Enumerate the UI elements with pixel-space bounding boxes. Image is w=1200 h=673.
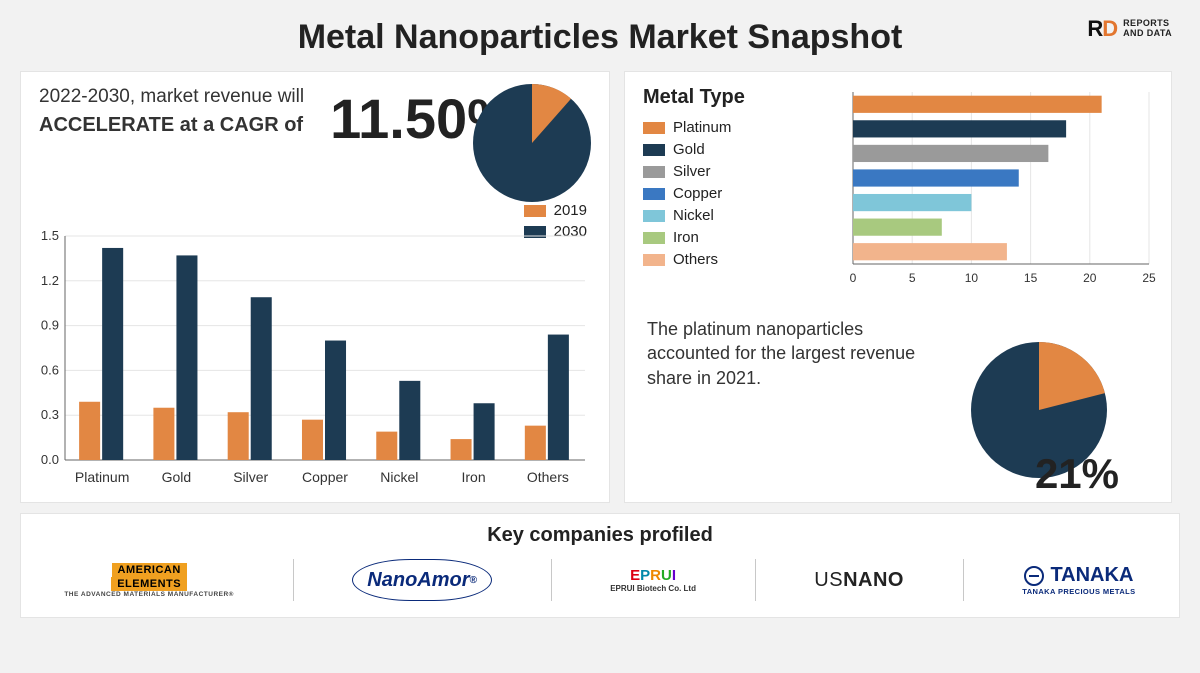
legend-swatch xyxy=(643,122,665,134)
legend-swatch xyxy=(643,232,665,244)
logo-divider xyxy=(293,559,294,601)
svg-text:0.9: 0.9 xyxy=(41,318,59,333)
legend-label: Nickel xyxy=(673,207,714,224)
accelerate-text: ACCELERATE at a CAGR of xyxy=(39,114,303,136)
legend-label: Silver xyxy=(673,163,711,180)
legend-label: Copper xyxy=(673,185,722,202)
legend-row: Nickel xyxy=(643,207,731,224)
logo-american-elements: AMERICANELEMENTSTHE ADVANCED MATERIALS M… xyxy=(64,559,234,601)
logo-tanaka: TANAKA TANAKA PRECIOUS METALS xyxy=(1022,559,1135,601)
legend-row: Silver xyxy=(643,163,731,180)
logo-divider xyxy=(963,559,964,601)
logo-eprui: EPRUI EPRUI Biotech Co. Ltd xyxy=(610,559,696,601)
share-percent: 21% xyxy=(1035,450,1119,498)
legend-swatch xyxy=(643,210,665,222)
legend-2019: 2019 xyxy=(554,202,587,219)
panel-cagr: 2022-2030, market revenue will ACCELERAT… xyxy=(20,71,610,503)
logo-line1: REPORTS xyxy=(1123,18,1169,28)
companies-heading: Key companies profiled xyxy=(35,524,1165,547)
metal-type-legend: Platinum Gold Silver Copper Nickel Iron Others xyxy=(643,119,731,273)
legend-row: Others xyxy=(643,251,731,268)
logo-nanoamor: NanoAmor® xyxy=(352,559,492,601)
logo-r: R xyxy=(1087,16,1102,41)
horizontal-bar-chart: 0 5 10 15 20 25 xyxy=(847,88,1157,288)
logo-line2: AND DATA xyxy=(1123,28,1172,38)
legend-swatch xyxy=(643,188,665,200)
legend-label: Others xyxy=(673,251,718,268)
svg-text:5: 5 xyxy=(909,271,916,285)
companies-panel: Key companies profiled AMERICANELEMENTST… xyxy=(20,513,1180,618)
legend-swatch xyxy=(643,254,665,266)
svg-text:15: 15 xyxy=(1024,271,1038,285)
legend-label: Platinum xyxy=(673,119,731,136)
svg-text:Iron: Iron xyxy=(462,469,486,485)
svg-text:Others: Others xyxy=(527,469,569,485)
legend-row: Platinum xyxy=(643,119,731,136)
svg-text:Platinum: Platinum xyxy=(75,469,129,485)
legend-label: Gold xyxy=(673,141,705,158)
logo-divider xyxy=(755,559,756,601)
legend-row: Iron xyxy=(643,229,731,246)
cagr-text: 2022-2030, market revenue will ACCELERAT… xyxy=(39,86,304,137)
legend-row: Gold xyxy=(643,141,731,158)
panel-row: 2022-2030, market revenue will ACCELERAT… xyxy=(0,65,1200,513)
period-text: 2022-2030, market revenue will xyxy=(39,86,304,108)
brand-logo: RD REPORTSAND DATA xyxy=(1087,16,1172,42)
panel-metal-type: Metal Type PlatinumGoldSilverCopperNicke… xyxy=(624,71,1172,503)
svg-text:1.5: 1.5 xyxy=(41,230,59,243)
svg-text:0.6: 0.6 xyxy=(41,362,59,377)
company-logo-row: AMERICANELEMENTSTHE ADVANCED MATERIALS M… xyxy=(35,559,1165,601)
legend-swatch xyxy=(643,144,665,156)
svg-text:20: 20 xyxy=(1083,271,1097,285)
svg-text:0.0: 0.0 xyxy=(41,452,59,467)
svg-text:Silver: Silver xyxy=(233,469,268,485)
svg-text:Gold: Gold xyxy=(162,469,192,485)
legend-swatch xyxy=(643,166,665,178)
svg-text:Nickel: Nickel xyxy=(380,469,418,485)
svg-text:1.2: 1.2 xyxy=(41,273,59,288)
svg-text:Copper: Copper xyxy=(302,469,348,485)
legend-label: Iron xyxy=(673,229,699,246)
logo-usnano: US NANO xyxy=(814,559,904,601)
share-text: The platinum nanoparticles accounted for… xyxy=(647,317,947,390)
page-title: Metal Nanoparticles Market Snapshot xyxy=(0,0,1200,65)
logo-d: D xyxy=(1102,16,1117,41)
svg-text:0: 0 xyxy=(850,271,857,285)
cagr-pie-icon xyxy=(473,84,591,202)
grouped-bar-chart: 0.0 0.3 0.6 0.9 1.2 1.5 Platinum Gold Silver Copp… xyxy=(31,230,591,490)
logo-divider xyxy=(551,559,552,601)
swatch-2019 xyxy=(524,205,546,217)
legend-row: Copper xyxy=(643,185,731,202)
svg-text:0.3: 0.3 xyxy=(41,407,59,422)
svg-text:25: 25 xyxy=(1142,271,1156,285)
svg-text:10: 10 xyxy=(965,271,979,285)
